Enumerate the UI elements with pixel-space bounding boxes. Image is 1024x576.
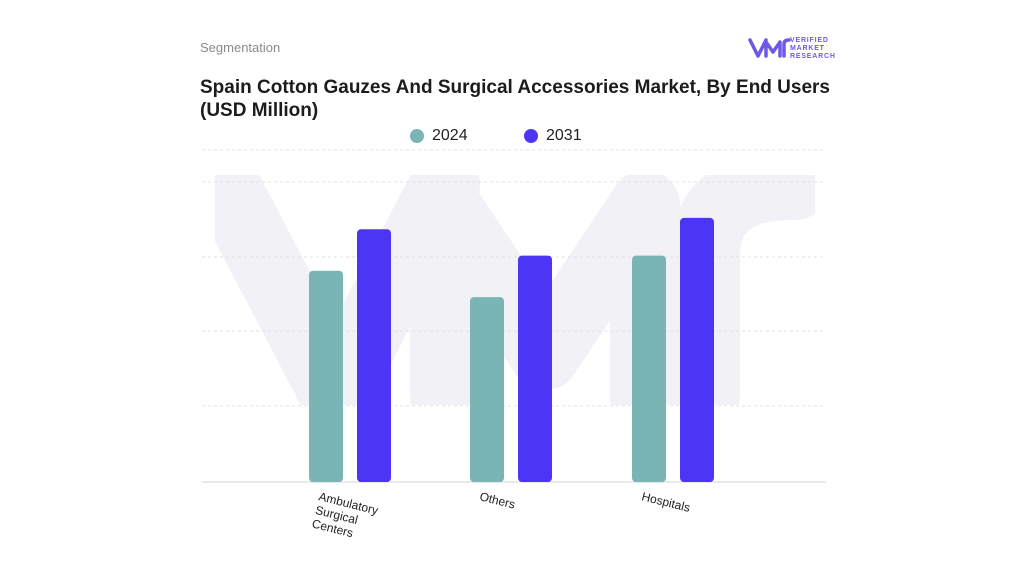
bar-2031 (680, 217, 714, 482)
legend: 2024 2031 (0, 127, 1024, 147)
x-tick-label: Others (478, 489, 516, 511)
vmr-logo-mark (748, 38, 791, 58)
x-tick-label: AmbulatorySurgicalCenters (311, 489, 380, 544)
bar-2031 (518, 255, 552, 482)
bar-2024 (309, 270, 343, 482)
legend-item-2031: 2031 (524, 127, 582, 145)
legend-item-2024: 2024 (410, 127, 468, 145)
chart-title: Spain Cotton Gauzes And Surgical Accesso… (200, 77, 830, 121)
bar-2031 (357, 229, 391, 482)
legend-swatch (524, 129, 538, 143)
x-tick-label: Hospitals (640, 489, 691, 515)
logo-line-3: RESEARCH (790, 53, 836, 60)
legend-swatch (410, 129, 424, 143)
legend-label: 2031 (546, 127, 582, 144)
segment-label: Segmentation (200, 40, 281, 55)
logo-line-2: MARKET (790, 45, 825, 52)
bar-2024 (470, 297, 504, 482)
vmr-logo (748, 38, 791, 58)
bar-2024 (632, 255, 666, 482)
legend-label: 2024 (432, 127, 468, 144)
logo-line-1: VERIFIED (790, 37, 829, 44)
